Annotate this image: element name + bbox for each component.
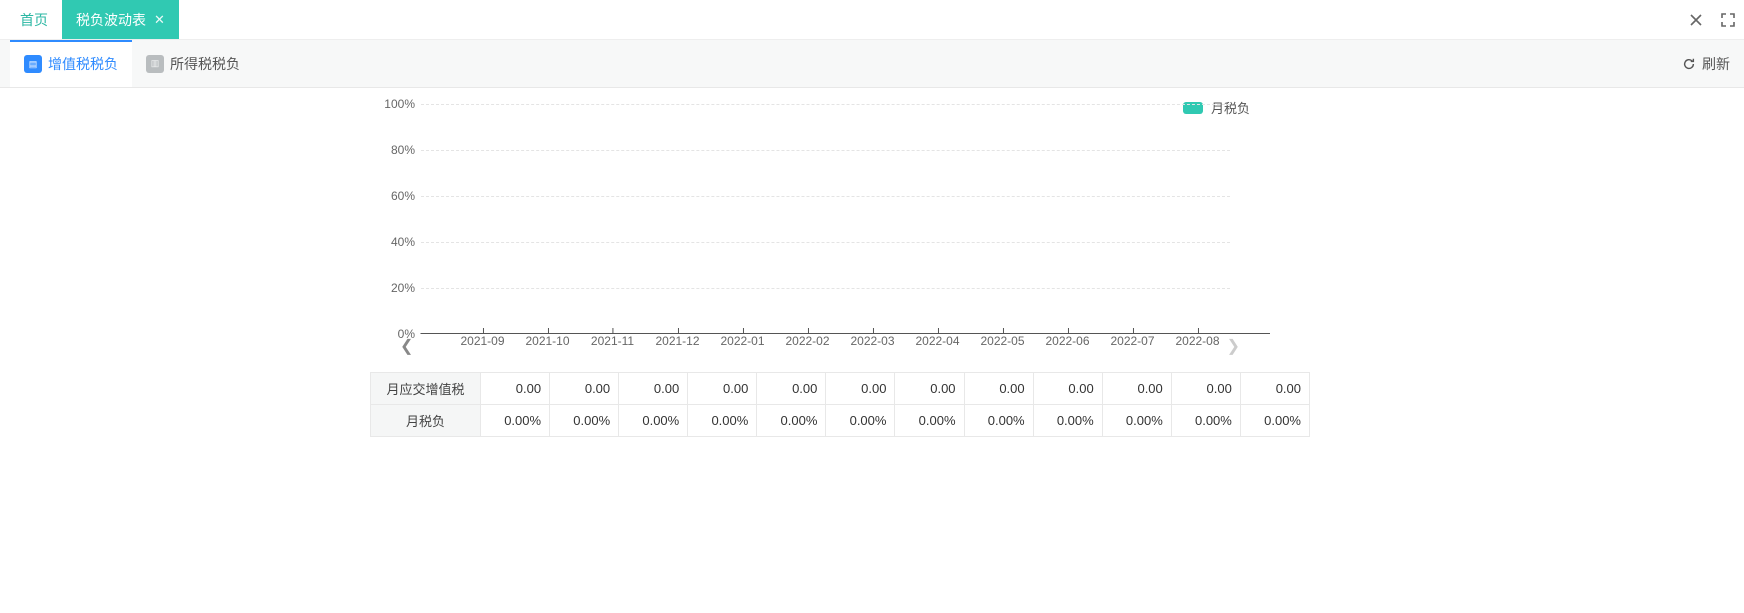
tax-data-table: 月应交增值税 0.000.000.000.000.000.000.000.000… — [370, 372, 1310, 437]
page-tab-label: 税负波动表 — [76, 10, 146, 30]
table-cell: 0.00% — [1171, 405, 1240, 437]
tax-burden-chart: 月税负 0%20%40%60%80%100% ❮ ❯ 2021-092021-1… — [370, 104, 1270, 362]
table-cell: 0.00% — [1033, 405, 1102, 437]
x-axis-label: 2022-06 — [1045, 334, 1089, 348]
barcode-icon: ▥ — [146, 55, 164, 73]
y-axis-label: 80% — [371, 143, 415, 157]
fullscreen-icon — [1720, 12, 1736, 28]
tab-income-label: 所得税税负 — [170, 54, 240, 74]
y-axis-label: 20% — [371, 281, 415, 295]
x-axis-label: 2021-10 — [525, 334, 569, 348]
table-cell: 0.00% — [481, 405, 550, 437]
table-row: 月应交增值税 0.000.000.000.000.000.000.000.000… — [371, 373, 1310, 405]
x-axis-label: 2022-05 — [980, 334, 1024, 348]
table-cell: 0.00% — [619, 405, 688, 437]
table-cell: 0.00 — [550, 373, 619, 405]
x-axis-label: 2022-02 — [785, 334, 829, 348]
table-cell: 0.00 — [895, 373, 964, 405]
x-axis-label: 2022-03 — [850, 334, 894, 348]
table-cell: 0.00 — [1171, 373, 1240, 405]
sub-tab-bar: ▤ 增值税税负 ▥ 所得税税负 刷新 — [0, 40, 1744, 88]
table-cell: 0.00 — [1240, 373, 1309, 405]
table-cell: 0.00 — [481, 373, 550, 405]
table-cell: 0.00% — [895, 405, 964, 437]
x-axis-label: 2021-11 — [591, 334, 634, 348]
tab-income-burden[interactable]: ▥ 所得税税负 — [132, 40, 254, 87]
table-cell: 0.00 — [1033, 373, 1102, 405]
table-cell: 0.00% — [964, 405, 1033, 437]
table-cell: 0.00 — [1102, 373, 1171, 405]
table-cell: 0.00 — [688, 373, 757, 405]
y-axis-label: 40% — [371, 235, 415, 249]
document-icon: ▤ — [24, 55, 42, 73]
table-cell: 0.00% — [688, 405, 757, 437]
x-axis-label: 2021-12 — [655, 334, 699, 348]
x-axis-label: 2022-08 — [1175, 334, 1219, 348]
chart-x-axis: ❮ ❯ 2021-092021-102021-112021-122022-012… — [420, 334, 1270, 362]
close-all-button[interactable] — [1680, 0, 1712, 40]
fullscreen-button[interactable] — [1712, 0, 1744, 40]
row-header-monthly-burden: 月税负 — [371, 405, 481, 437]
close-icon[interactable]: ✕ — [154, 12, 165, 28]
row-header-vat-payable: 月应交增值税 — [371, 373, 481, 405]
x-axis-label: 2022-01 — [720, 334, 764, 348]
home-tab[interactable]: 首页 — [6, 0, 62, 39]
x-axis-label: 2021-09 — [460, 334, 504, 348]
refresh-label: 刷新 — [1702, 54, 1730, 74]
home-tab-label: 首页 — [20, 10, 48, 30]
x-icon — [1688, 12, 1704, 28]
top-tab-strip: 首页 税负波动表 ✕ — [0, 0, 1744, 40]
table-cell: 0.00 — [964, 373, 1033, 405]
chart-plot-area: 0%20%40%60%80%100% — [420, 104, 1270, 334]
y-axis-label: 100% — [371, 97, 415, 111]
table-cell: 0.00 — [826, 373, 895, 405]
refresh-button[interactable]: 刷新 — [1682, 54, 1730, 74]
x-axis-label: 2022-07 — [1110, 334, 1154, 348]
table-cell: 0.00% — [757, 405, 826, 437]
refresh-icon — [1682, 57, 1696, 71]
table-cell: 0.00 — [619, 373, 688, 405]
y-axis-label: 60% — [371, 189, 415, 203]
chart-scroll-right[interactable]: ❯ — [1227, 336, 1240, 356]
table-cell: 0.00% — [826, 405, 895, 437]
tab-vat-burden[interactable]: ▤ 增值税税负 — [10, 40, 132, 87]
table-cell: 0.00% — [1102, 405, 1171, 437]
chart-scroll-left[interactable]: ❮ — [400, 336, 413, 356]
table-cell: 0.00 — [757, 373, 826, 405]
tab-vat-label: 增值税税负 — [48, 54, 118, 74]
table-cell: 0.00% — [550, 405, 619, 437]
table-cell: 0.00% — [1240, 405, 1309, 437]
x-axis-label: 2022-04 — [915, 334, 959, 348]
table-row: 月税负 0.00%0.00%0.00%0.00%0.00%0.00%0.00%0… — [371, 405, 1310, 437]
page-tab-tax-fluctuation[interactable]: 税负波动表 ✕ — [62, 0, 179, 39]
